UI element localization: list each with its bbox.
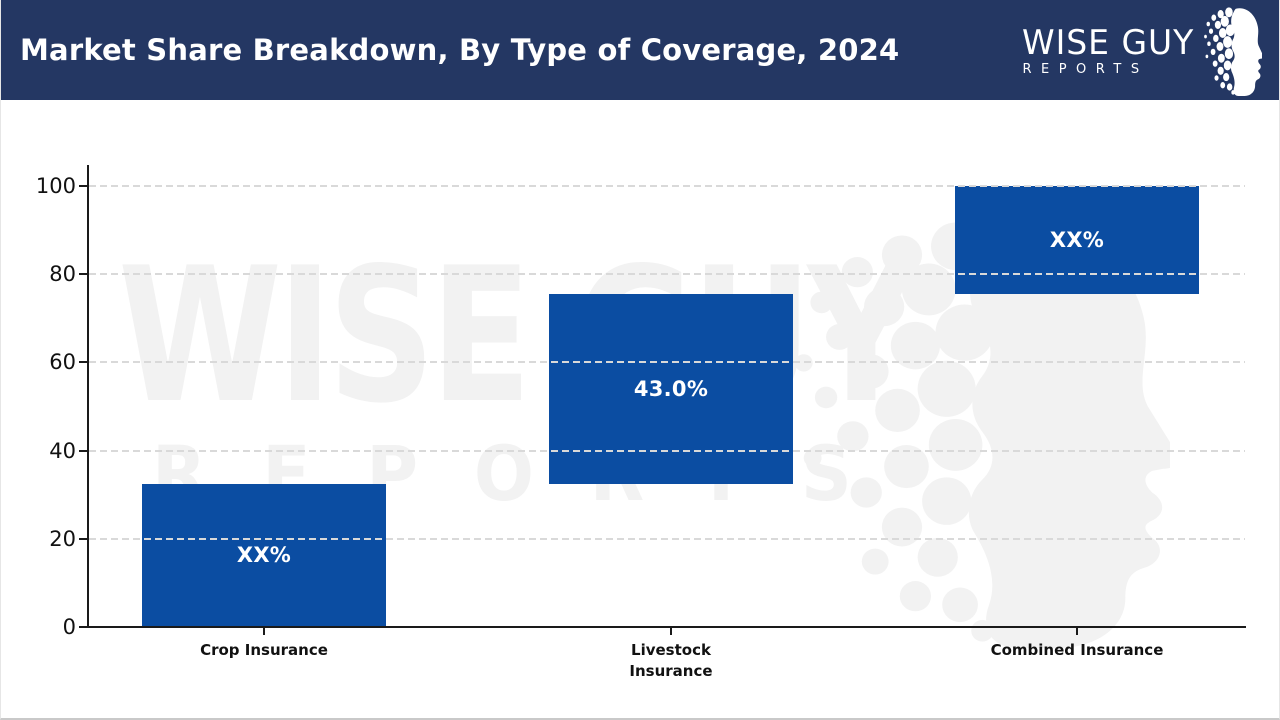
y-axis-tick-label-80: 80 xyxy=(49,262,76,287)
x-axis-tick-3 xyxy=(1076,628,1078,635)
y-axis-tick-label-100: 100 xyxy=(35,174,76,198)
gridline-20 xyxy=(89,537,1245,540)
gridline-40 xyxy=(89,449,1245,452)
y-axis-tick-label-20: 20 xyxy=(49,526,76,551)
category-label-line: Crop Insurance xyxy=(200,641,328,659)
category-label-line: Insurance xyxy=(629,662,713,680)
y-axis-tick-60 xyxy=(79,361,87,364)
bar-livestock-insurance: 43.0% xyxy=(549,294,793,484)
header-bar: Market Share Breakdown, By Type of Cover… xyxy=(0,0,1280,100)
x-axis-category-label-combined-insurance: Combined Insurance xyxy=(907,640,1247,661)
bar-combined-insurance: XX% xyxy=(955,186,1199,295)
y-axis-tick-label-40: 40 xyxy=(49,438,76,463)
y-axis-tick-100 xyxy=(79,185,87,187)
y-axis-tick-40 xyxy=(79,449,87,452)
bar-value-label: XX% xyxy=(1049,228,1105,253)
page-title: Market Share Breakdown, By Type of Cover… xyxy=(20,33,900,67)
x-axis-tick-2 xyxy=(670,628,672,635)
plot-area: XX% 43.0% XX% xyxy=(89,185,1245,627)
y-axis-tick-label-0: 0 xyxy=(62,615,76,639)
logo-text: WISE GUY REPORTS xyxy=(1022,26,1200,77)
x-axis-category-label-livestock-insurance: Livestock Insurance xyxy=(501,640,841,682)
gridline-80 xyxy=(89,273,1245,276)
bar-value-label: 43.0% xyxy=(633,376,709,401)
x-axis-category-label-crop-insurance: Crop Insurance xyxy=(94,640,434,661)
x-axis-tick-1 xyxy=(263,628,265,635)
gridline-100 xyxy=(89,185,1245,187)
y-axis-tick-0 xyxy=(79,626,87,628)
bar-crop-insurance: XX% xyxy=(142,483,386,627)
logo-subtext: REPORTS xyxy=(1022,62,1149,77)
wise-guy-reports-logo: WISE GUY REPORTS xyxy=(1018,0,1268,100)
y-axis-tick-80 xyxy=(79,273,87,276)
y-axis-tick-label-60: 60 xyxy=(49,350,76,375)
logo-head-icon xyxy=(1204,7,1262,96)
gridline-60 xyxy=(89,361,1245,364)
bar-value-label: XX% xyxy=(236,543,292,568)
y-axis-tick-20 xyxy=(79,537,87,540)
logo-wordmark: WISE GUY xyxy=(1022,23,1195,63)
category-label-line: Livestock xyxy=(631,641,711,659)
category-label-line: Combined Insurance xyxy=(990,641,1164,659)
